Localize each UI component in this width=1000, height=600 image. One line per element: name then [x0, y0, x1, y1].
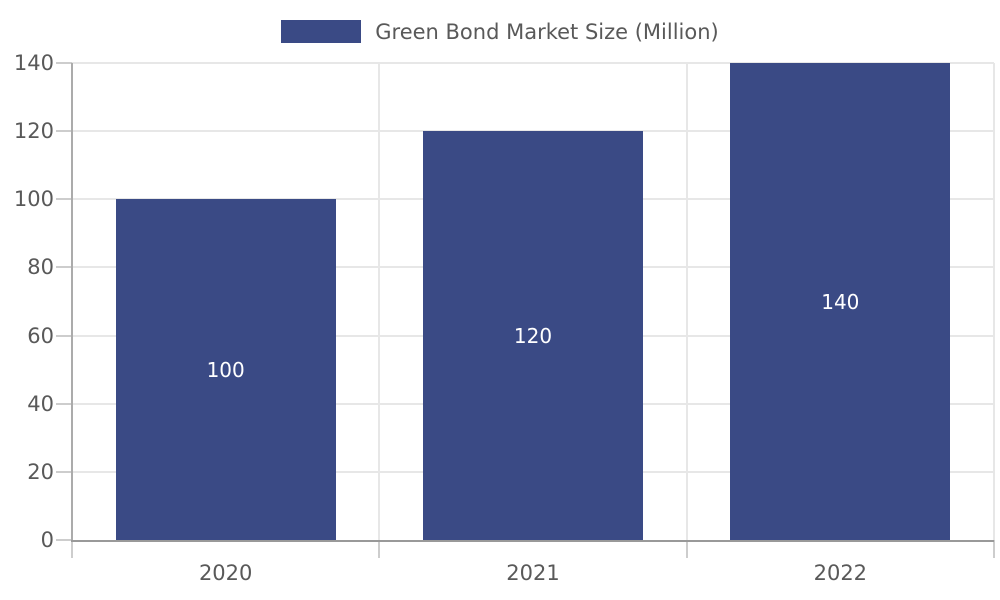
y-axis-tick-label: 140	[13, 51, 54, 75]
y-axis-tick-label: 100	[13, 187, 54, 212]
y-axis-tick	[56, 334, 72, 337]
y-axis-tick-label: 20	[27, 459, 54, 484]
y-axis-tick	[56, 266, 72, 269]
x-axis-category-label: 2021	[506, 561, 560, 585]
x-axis-category-label: 2022	[813, 561, 868, 585]
x-axis-tick	[685, 540, 688, 558]
y-axis-tick	[56, 198, 72, 201]
gridline-vertical	[993, 63, 995, 540]
bar-2021: 120	[423, 131, 643, 540]
gridline-vertical	[378, 63, 381, 540]
y-axis-tick-label: 60	[27, 323, 54, 348]
x-axis-line	[71, 540, 994, 542]
gridline-vertical	[685, 63, 688, 540]
y-axis-tick	[56, 539, 72, 541]
y-axis-tick-label: 40	[27, 391, 54, 416]
y-axis-tick-label: 0	[40, 528, 54, 552]
y-axis-tick	[56, 470, 72, 473]
y-axis-tick	[56, 130, 72, 133]
y-axis-tick-label: 120	[13, 119, 54, 144]
x-axis-tick	[71, 540, 73, 558]
bar-2022: 140	[730, 63, 951, 540]
x-axis-tick	[378, 540, 381, 558]
legend[interactable]: Green Bond Market Size (Million)	[0, 19, 1000, 44]
bar-2020: 100	[115, 199, 336, 540]
plot-area: 100 120 140	[72, 62, 995, 540]
bar-value-label: 140	[821, 289, 860, 314]
legend-swatch	[281, 20, 362, 43]
legend-label: Green Bond Market Size (Million)	[375, 19, 719, 44]
y-axis-tick-label: 80	[27, 255, 54, 280]
x-axis-tick	[993, 540, 995, 558]
y-axis-line	[71, 63, 73, 540]
y-axis-tick	[56, 62, 72, 64]
y-axis-tick	[56, 402, 72, 405]
bar-value-label: 100	[206, 357, 245, 382]
x-axis-category-label: 2020	[198, 561, 253, 585]
bar-value-label: 120	[513, 323, 553, 348]
gridline-horizontal	[72, 62, 994, 64]
